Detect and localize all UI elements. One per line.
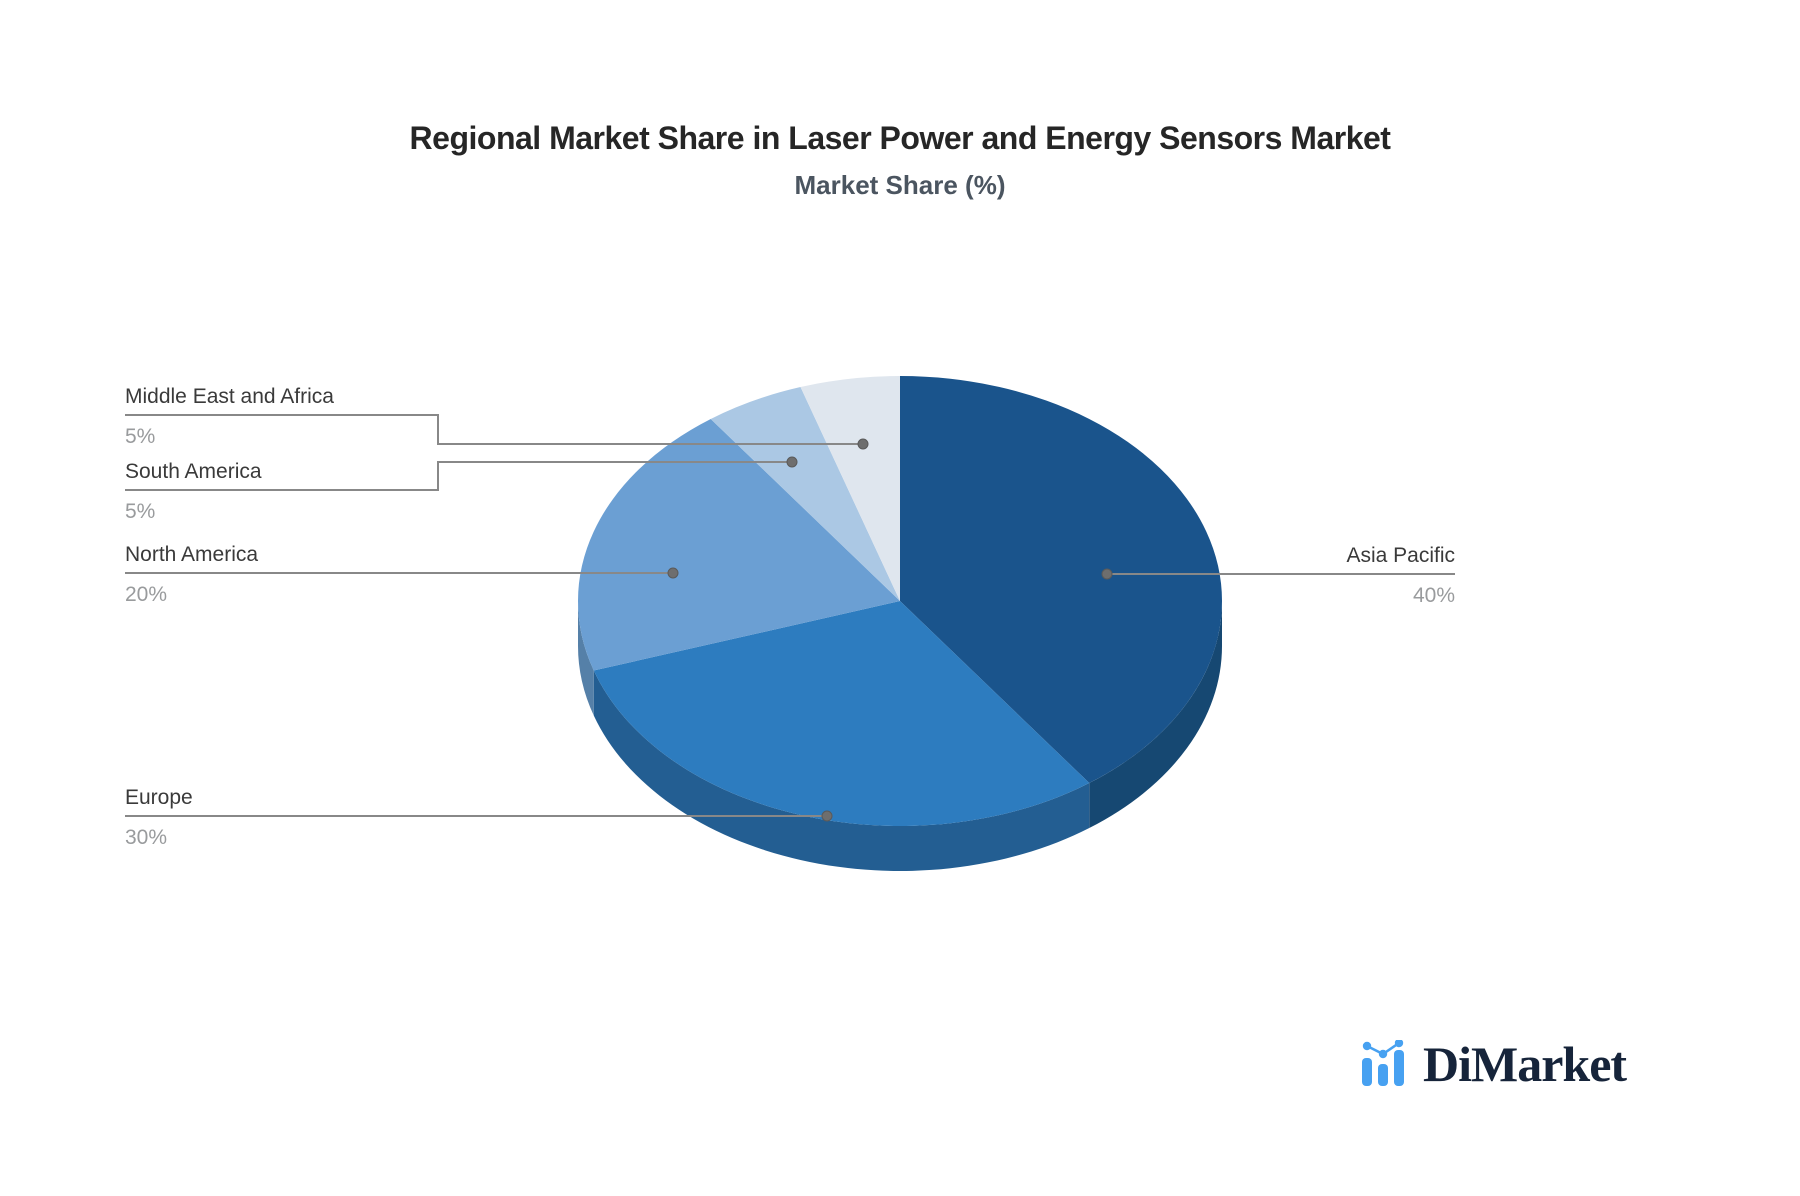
callout-label-south-america: South America <box>125 460 262 483</box>
callout-label-north-america: North America <box>125 543 258 566</box>
brand-logo: DiMarket <box>1360 1036 1627 1092</box>
pie-slice-side-asia-pacific <box>1089 601 1222 829</box>
leader-line-middle-east-and-africa <box>125 414 863 445</box>
callout-label-asia-pacific: Asia Pacific <box>1346 544 1455 567</box>
leader-line-south-america <box>125 461 792 491</box>
callout-value-south-america: 5% <box>125 500 155 523</box>
leader-dot-south-america <box>786 456 798 468</box>
chart-title: Regional Market Share in Laser Power and… <box>409 120 1391 156</box>
callout-label-europe: Europe <box>125 786 193 809</box>
pie-slice-middle-east-and-africa <box>800 376 900 601</box>
callout-value-asia-pacific: 40% <box>1413 584 1455 607</box>
callout-value-middle-east-and-africa: 5% <box>125 425 155 448</box>
pie-slice-side-north-america <box>578 601 594 716</box>
pie-slice-asia-pacific <box>900 376 1223 784</box>
pie-slice-side-europe <box>593 670 1090 872</box>
chart-subtitle: Market Share (%) <box>794 170 1006 200</box>
bar-chart-with-trend-icon <box>1362 1040 1404 1086</box>
leader-dot-middle-east-and-africa <box>857 438 869 450</box>
pie-slice-europe <box>593 601 1090 827</box>
leader-dot-north-america <box>667 567 679 579</box>
pie-slice-north-america <box>577 418 900 671</box>
leader-dot-asia-pacific <box>1101 568 1113 580</box>
callout-label-middle-east-and-africa: Middle East and Africa <box>125 385 334 408</box>
callout-value-europe: 30% <box>125 826 167 849</box>
pie-slice-south-america <box>710 387 900 601</box>
brand-name: DiMarket <box>1423 1036 1627 1092</box>
leader-dot-europe <box>821 810 833 822</box>
callout-value-north-america: 20% <box>125 583 167 606</box>
